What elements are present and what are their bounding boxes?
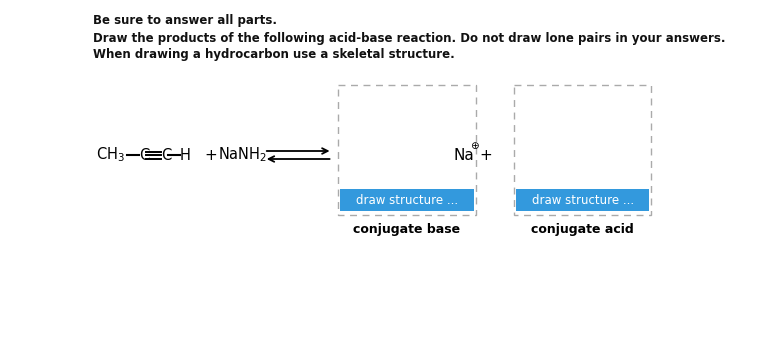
Text: Na: Na — [453, 147, 474, 162]
Text: conjugate base: conjugate base — [353, 223, 460, 236]
Text: C: C — [161, 147, 172, 162]
Bar — [514, 85, 651, 215]
Text: +: + — [480, 147, 492, 162]
Bar — [339, 85, 476, 215]
Text: When drawing a hydrocarbon use a skeletal structure.: When drawing a hydrocarbon use a skeleta… — [93, 48, 454, 61]
Text: CH$_3$: CH$_3$ — [96, 146, 125, 164]
Text: Be sure to answer all parts.: Be sure to answer all parts. — [93, 14, 277, 27]
FancyBboxPatch shape — [516, 189, 650, 211]
Text: draw structure ...: draw structure ... — [531, 194, 633, 206]
Text: +: + — [204, 147, 217, 162]
Text: C: C — [139, 147, 149, 162]
FancyBboxPatch shape — [340, 189, 473, 211]
Text: H: H — [180, 147, 191, 162]
Text: Draw the products of the following acid-base reaction. Do not draw lone pairs in: Draw the products of the following acid-… — [93, 32, 725, 45]
Text: NaNH$_2$: NaNH$_2$ — [218, 146, 268, 164]
Text: ⊕: ⊕ — [470, 141, 478, 151]
Text: draw structure ...: draw structure ... — [356, 194, 458, 206]
Text: conjugate acid: conjugate acid — [531, 223, 634, 236]
